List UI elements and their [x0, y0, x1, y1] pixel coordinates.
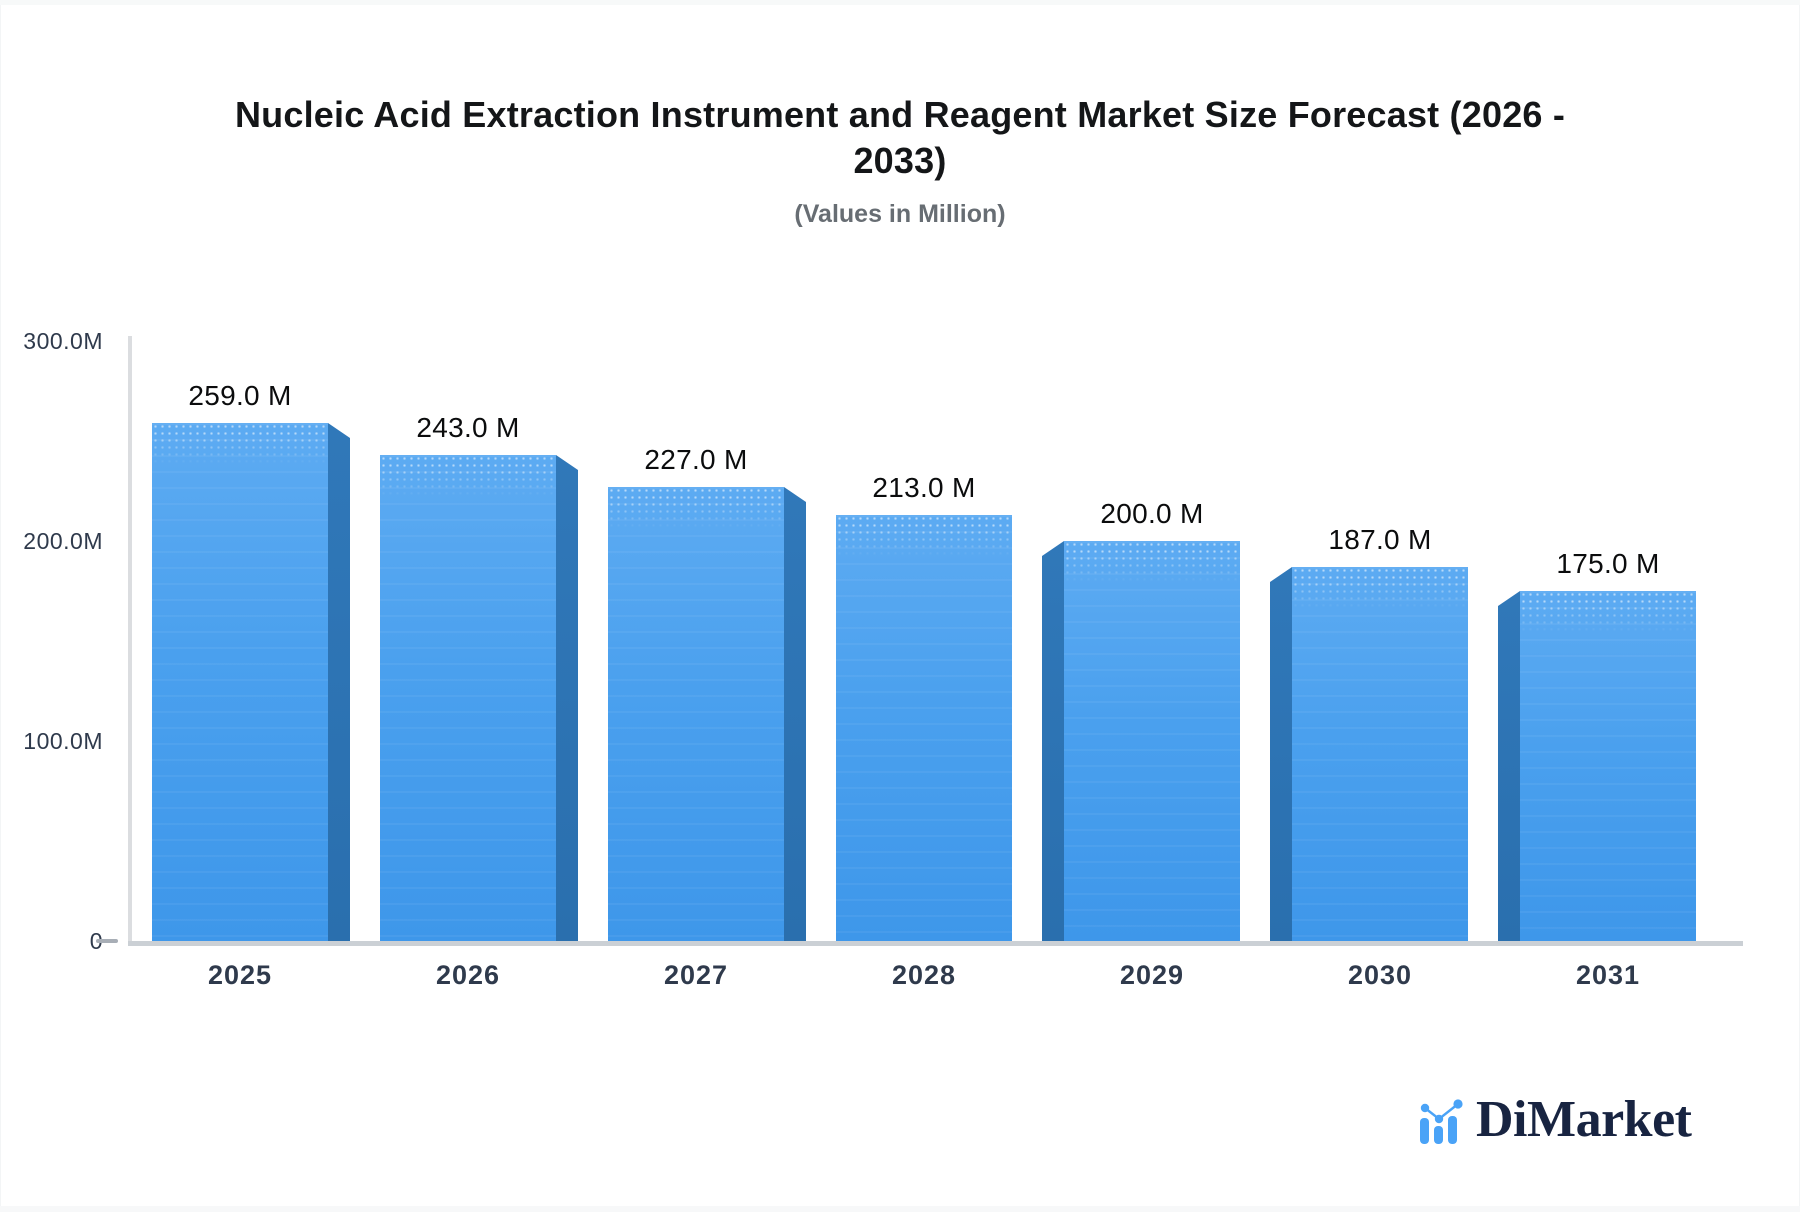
bar-side-2031	[1498, 591, 1520, 941]
x-axis-baseline	[128, 941, 1743, 946]
bar-value-label-2025: 259.0 M	[188, 380, 292, 411]
chart-subtitle: (Values in Million)	[794, 200, 1006, 228]
bar-2029[interactable]	[1064, 541, 1240, 941]
x-axis-label-2029: 2029	[1119, 960, 1185, 990]
y-axis-tick-label: 200.0M	[23, 528, 103, 554]
y-axis-line	[128, 336, 132, 946]
bar-value-label-2027: 227.0 M	[644, 444, 748, 475]
chart-title-line1: Nucleic Acid Extraction Instrument and R…	[234, 94, 1566, 135]
plot-area: 300.0M 200.0M 100.0M 0 259.0 M 2025 243.0 M 202…	[0, 0, 1800, 1100]
y-axis-tick-label: 0	[0, 925, 103, 957]
dimarket-logo-icon	[1420, 1099, 1463, 1144]
y-axis-tick-label: 100.0M	[23, 728, 103, 754]
y-axis-tick-label: 300.0M	[23, 328, 103, 354]
bar-2030[interactable]	[1292, 567, 1468, 941]
bar-side-2030	[1270, 567, 1292, 941]
bar-side-2025	[328, 423, 350, 941]
bar-value-label-2031: 175.0 M	[1556, 548, 1660, 579]
page-top-edge	[0, 0, 1800, 5]
dimarket-logo-text: DiMarket	[1476, 1091, 1692, 1148]
bar-value-label-2028: 213.0 M	[872, 472, 976, 503]
bar-2025[interactable]	[152, 423, 328, 941]
bar-side-2026	[556, 455, 578, 941]
x-axis-label-2027: 2027	[663, 960, 729, 990]
bar-2026[interactable]	[380, 455, 556, 941]
x-axis-label-2031: 2031	[1575, 960, 1641, 990]
chart-title: Nucleic Acid Extraction Instrument and R…	[0, 92, 1800, 184]
x-axis-label-2026: 2026	[435, 960, 501, 990]
bar-2031[interactable]	[1520, 591, 1696, 941]
chart-title-line2: 2033)	[853, 140, 947, 181]
bar-value-label-2026: 243.0 M	[416, 412, 520, 443]
bar-2027[interactable]	[608, 487, 784, 941]
bar-value-label-2029: 200.0 M	[1100, 498, 1204, 529]
x-axis-label-2028: 2028	[891, 960, 957, 990]
bar-value-label-2030: 187.0 M	[1328, 524, 1432, 555]
x-axis-label-2030: 2030	[1347, 960, 1413, 990]
chart-header: Nucleic Acid Extraction Instrument and R…	[0, 92, 1800, 229]
dimarket-logo: DiMarket	[1418, 1091, 1692, 1148]
bar-side-2027	[784, 487, 806, 941]
bar-2028[interactable]	[836, 515, 1012, 941]
zero-tick-mark	[96, 939, 118, 943]
bar-side-2029	[1042, 541, 1064, 941]
page-bottom-edge	[0, 1206, 1800, 1212]
x-axis-label-2025: 2025	[207, 960, 273, 990]
